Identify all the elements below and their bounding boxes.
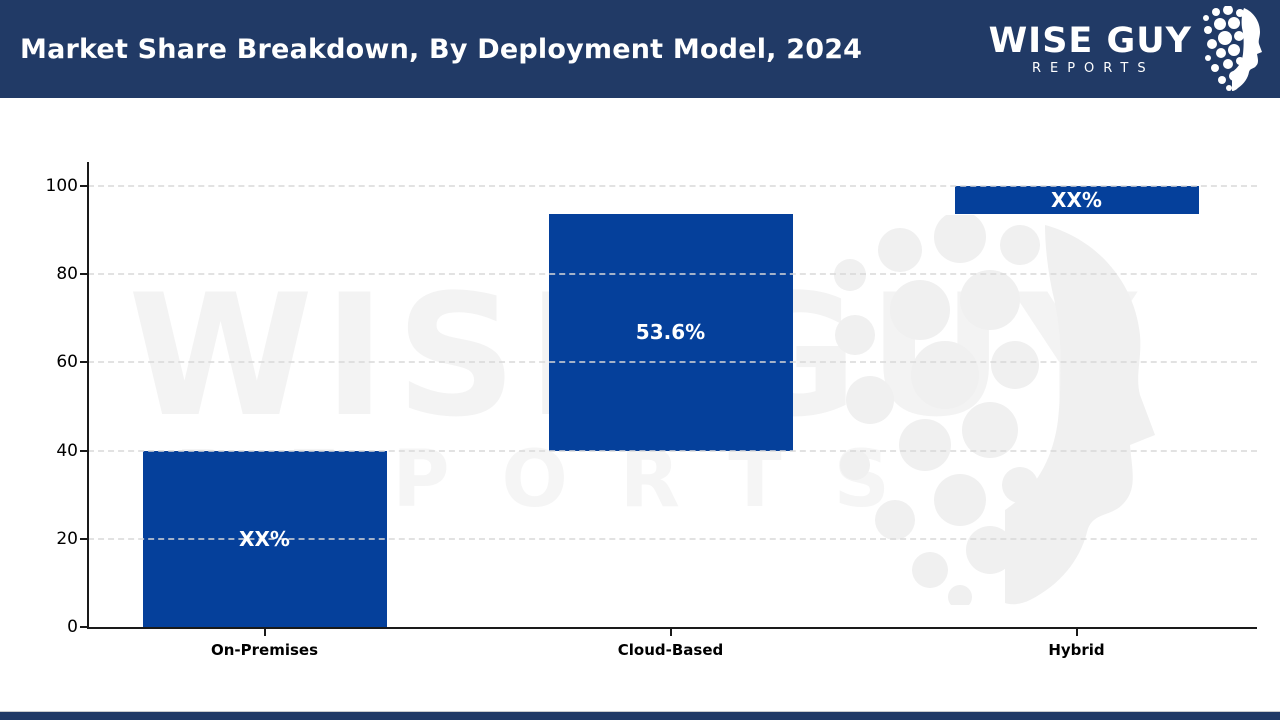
x-axis-tick	[263, 629, 266, 636]
brand-logo: WISE GUY REPORTS	[989, 0, 1262, 98]
y-axis-tick	[80, 449, 88, 452]
x-tick-label-hybrid: Hybrid	[1048, 641, 1105, 659]
watermark-face-icon	[834, 215, 1155, 605]
y-tick-label: 0	[67, 617, 78, 637]
x-tick-label-on-premises: On-Premises	[210, 641, 319, 659]
gridline-60	[88, 361, 1257, 364]
bar-value-label: XX%	[1051, 188, 1102, 213]
bar-value-label: 53.6%	[635, 320, 706, 345]
footer-bar	[0, 711, 1280, 720]
bar-value-label: XX%	[239, 526, 290, 551]
x-axis-tick	[669, 629, 672, 636]
brand-logo-text: WISE GUY REPORTS	[989, 23, 1192, 76]
gridline-20	[88, 537, 1257, 540]
brand-subname: REPORTS	[1031, 60, 1155, 76]
gridline-100	[88, 185, 1257, 187]
brand-name: WISE GUY	[988, 20, 1192, 61]
x-tick-label-cloud-based: Cloud-Based	[617, 641, 724, 659]
y-tick-label: 20	[56, 528, 78, 549]
y-tick-label: 60	[56, 352, 78, 373]
y-tick-label: 100	[45, 176, 78, 196]
wise-guy-face-icon	[1203, 6, 1262, 91]
header-bar: Market Share Breakdown, By Deployment Mo…	[0, 0, 1280, 98]
bar-cloud-based	[548, 214, 793, 451]
y-tick-label: 40	[56, 440, 78, 461]
y-tick-label: 80	[56, 264, 78, 285]
x-axis-tick	[1075, 629, 1078, 636]
y-axis-tick	[80, 626, 88, 628]
bar-hybrid	[954, 186, 1199, 215]
gridline-80	[88, 273, 1257, 276]
y-axis-tick	[80, 185, 88, 187]
page-title: Market Share Breakdown, By Deployment Mo…	[20, 33, 863, 65]
y-axis-tick	[80, 273, 88, 276]
y-axis-tick	[80, 537, 88, 540]
gridline-40	[88, 449, 1257, 452]
y-axis-line	[87, 162, 89, 629]
x-axis-line	[87, 627, 1257, 629]
y-axis-tick	[80, 361, 88, 364]
